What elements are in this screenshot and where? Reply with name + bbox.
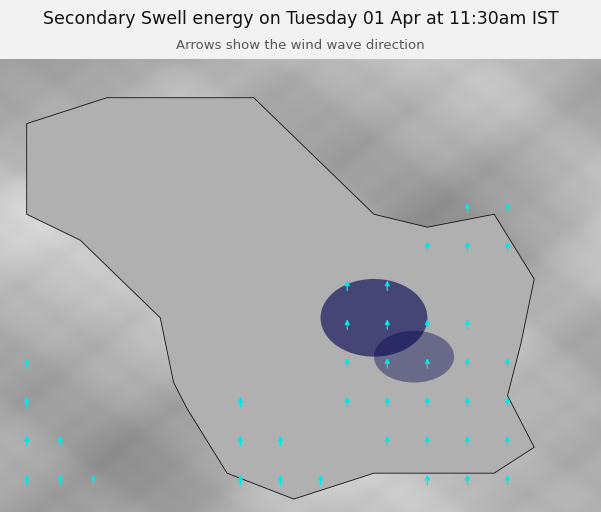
Ellipse shape bbox=[374, 331, 454, 382]
Text: Arrows show the wind wave direction: Arrows show the wind wave direction bbox=[176, 39, 425, 52]
Polygon shape bbox=[26, 98, 534, 499]
Ellipse shape bbox=[320, 279, 427, 357]
Text: Secondary Swell energy on Tuesday 01 Apr at 11:30am IST: Secondary Swell energy on Tuesday 01 Apr… bbox=[43, 10, 558, 28]
